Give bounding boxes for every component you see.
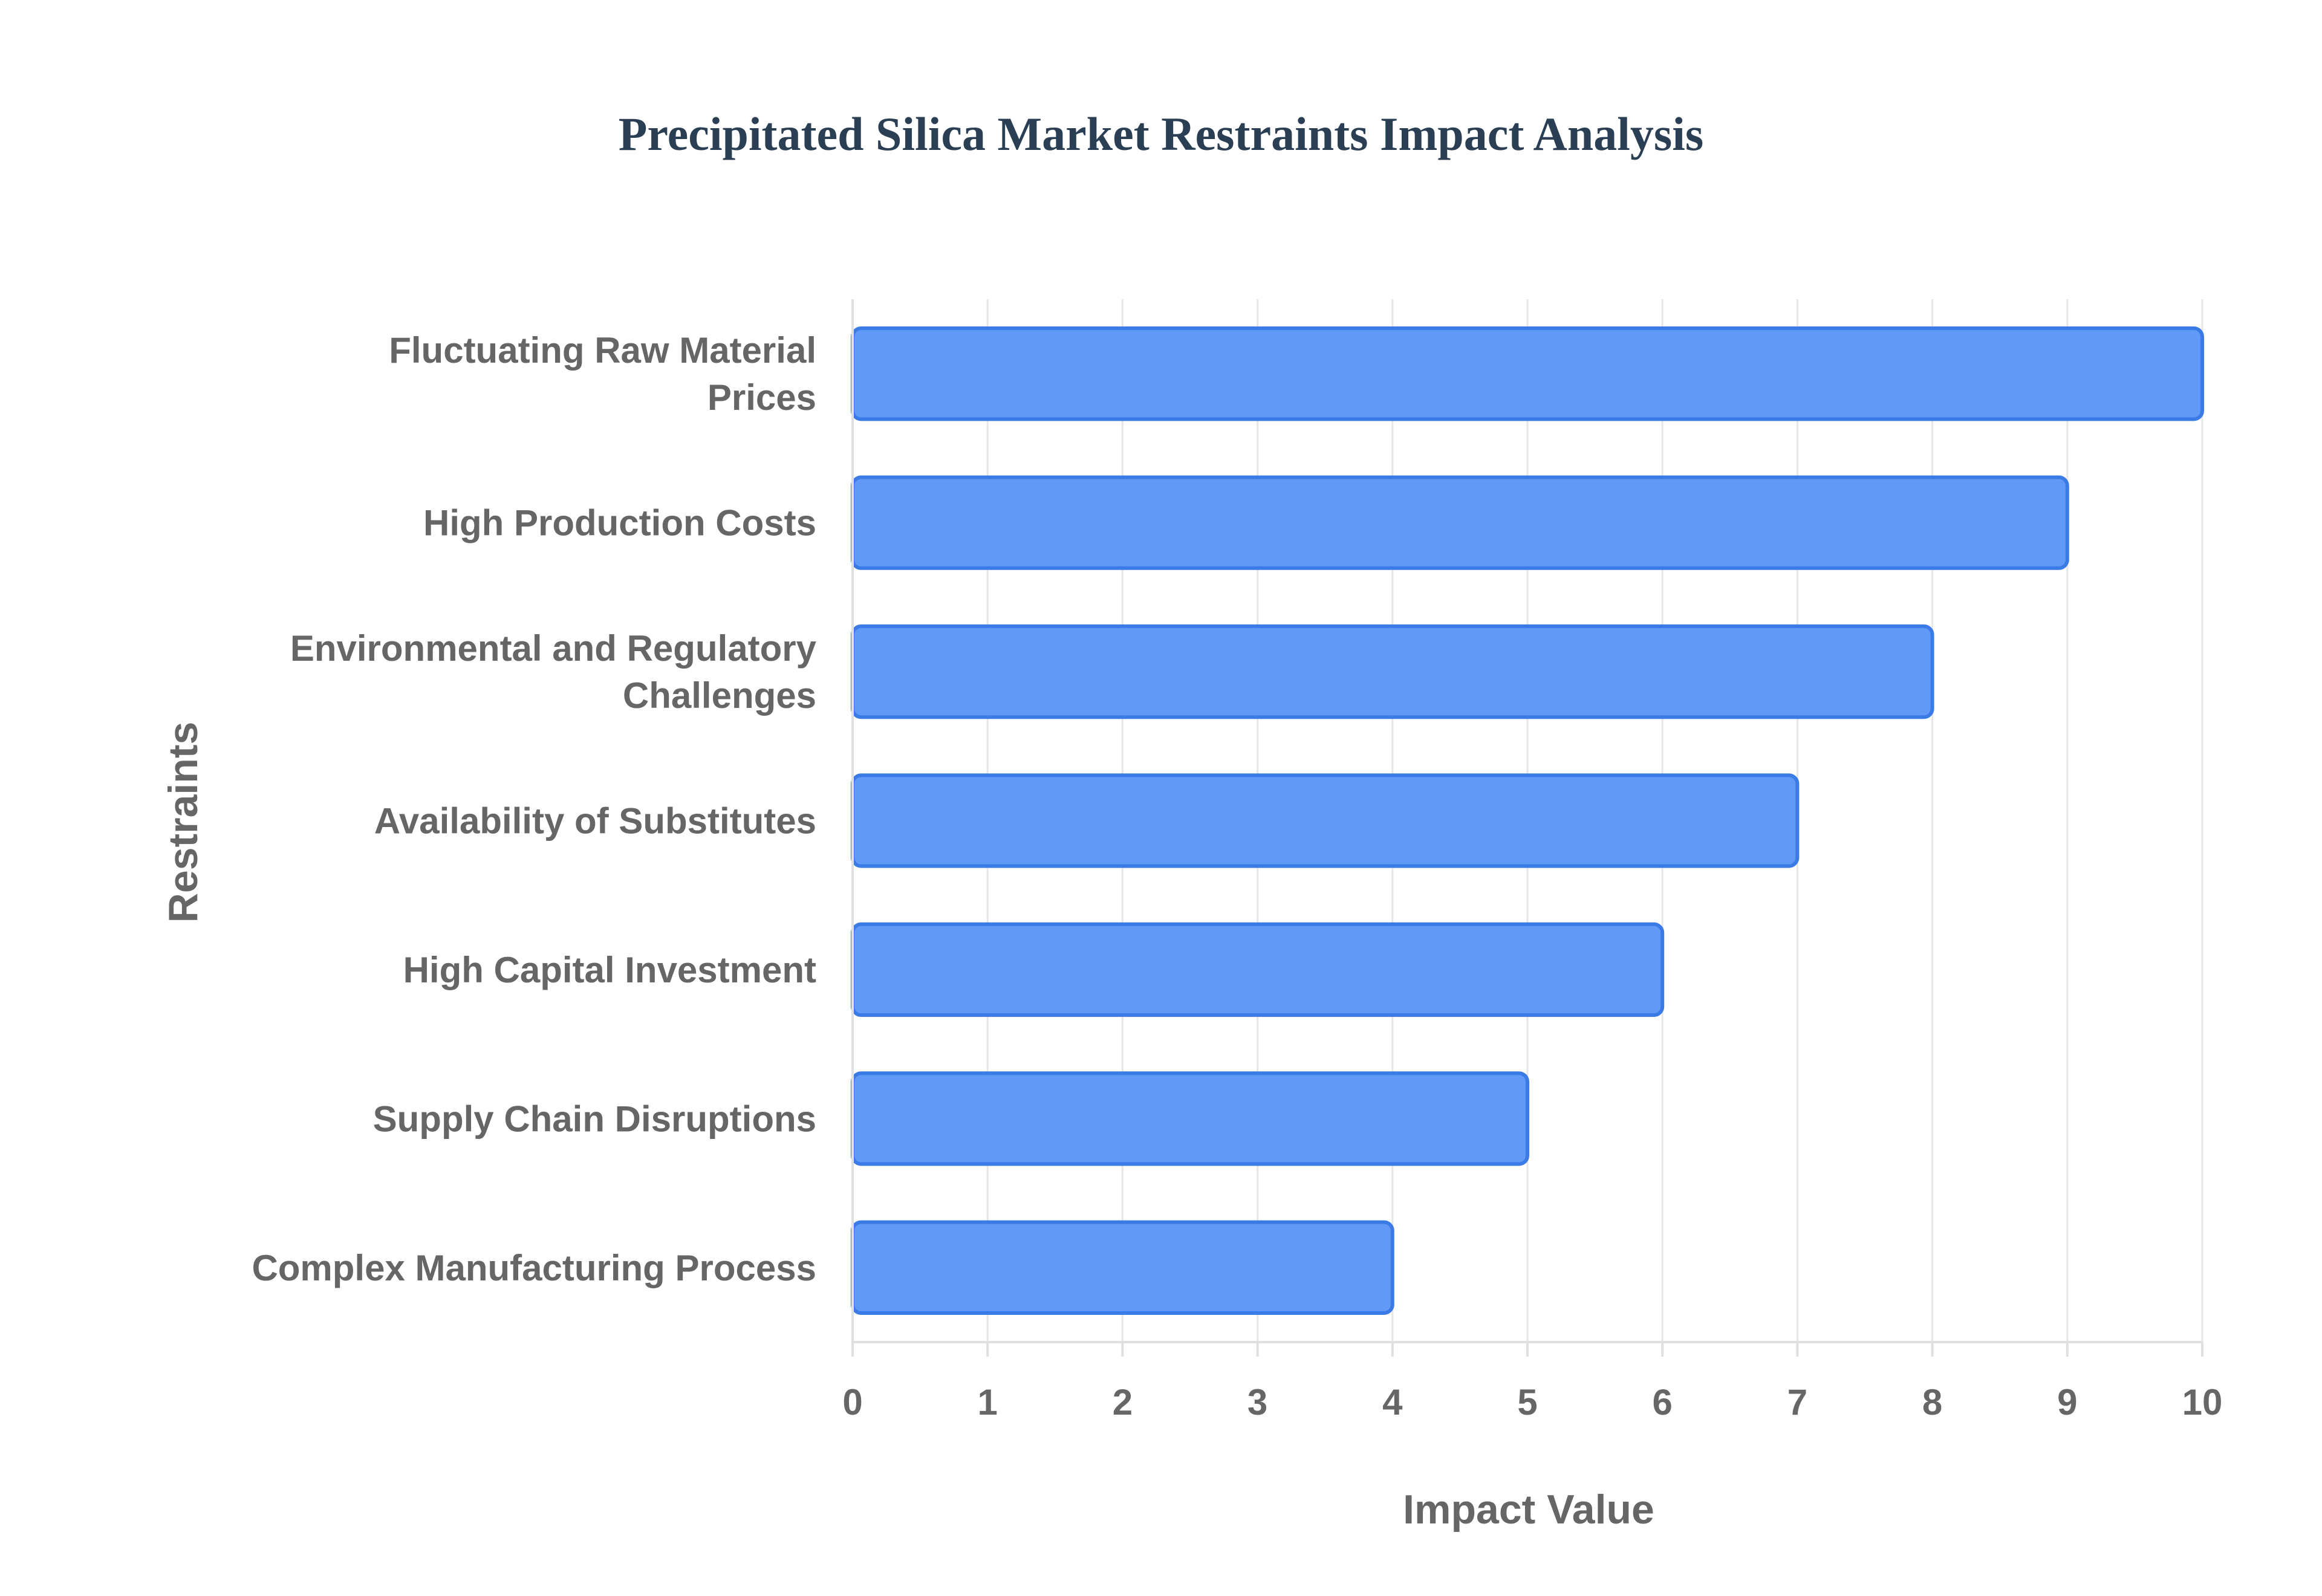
x-tick-label: 7 bbox=[1787, 1382, 1807, 1422]
bars bbox=[851, 326, 2204, 1315]
category-label-line: Challenges bbox=[623, 675, 816, 716]
category-label: Fluctuating Raw Material Prices bbox=[389, 330, 816, 418]
category-label-line: Supply Chain Disruptions bbox=[373, 1098, 816, 1139]
category-label-line: High Capital Investment bbox=[403, 950, 816, 990]
chart-title: Precipitated Silica Market Restraints Im… bbox=[619, 108, 1704, 160]
x-tick-label: 10 bbox=[2182, 1382, 2223, 1422]
category-label: High Production Costs bbox=[423, 503, 816, 543]
bar bbox=[851, 624, 1934, 719]
x-tick-label: 3 bbox=[1247, 1382, 1267, 1422]
category-label-line: High Production Costs bbox=[423, 503, 816, 543]
category-label: Supply Chain Disruptions bbox=[373, 1098, 816, 1139]
x-axis-title: Impact Value bbox=[1403, 1487, 1654, 1533]
x-tick-label: 6 bbox=[1653, 1382, 1673, 1422]
category-label: Environmental and Regulatory Challenges bbox=[290, 628, 817, 716]
y-axis-title: Restraints bbox=[160, 722, 206, 923]
category-label: Complex Manufacturing Process bbox=[252, 1248, 816, 1288]
category-label: High Capital Investment bbox=[403, 950, 816, 990]
category-label-line: Environmental and Regulatory bbox=[290, 628, 817, 669]
category-label-line: Complex Manufacturing Process bbox=[252, 1248, 816, 1288]
category-label-line: Prices bbox=[707, 377, 816, 418]
bar bbox=[851, 326, 2204, 421]
x-tick-label: 5 bbox=[1517, 1382, 1537, 1422]
x-tick-label: 0 bbox=[842, 1382, 862, 1422]
category-label: Availability of Substitutes bbox=[374, 801, 816, 842]
x-axis: 0 1 2 3 4 5 6 7 8 9 10 bbox=[842, 299, 2222, 1422]
bar bbox=[851, 1220, 1394, 1315]
x-tick-label: 1 bbox=[978, 1382, 998, 1422]
x-tick-label: 8 bbox=[1922, 1382, 1942, 1422]
category-label-line: Fluctuating Raw Material bbox=[389, 330, 816, 371]
x-tick-label: 4 bbox=[1382, 1382, 1403, 1422]
bar bbox=[851, 773, 1800, 868]
category-label-line: Availability of Substitutes bbox=[374, 801, 816, 842]
category-labels: Fluctuating Raw Material Prices High Produ… bbox=[252, 330, 816, 1288]
bar bbox=[851, 922, 1665, 1017]
bar bbox=[851, 475, 2069, 570]
x-tick-label: 2 bbox=[1113, 1382, 1133, 1422]
x-tick-label: 9 bbox=[2057, 1382, 2077, 1422]
bar bbox=[851, 1071, 1529, 1166]
